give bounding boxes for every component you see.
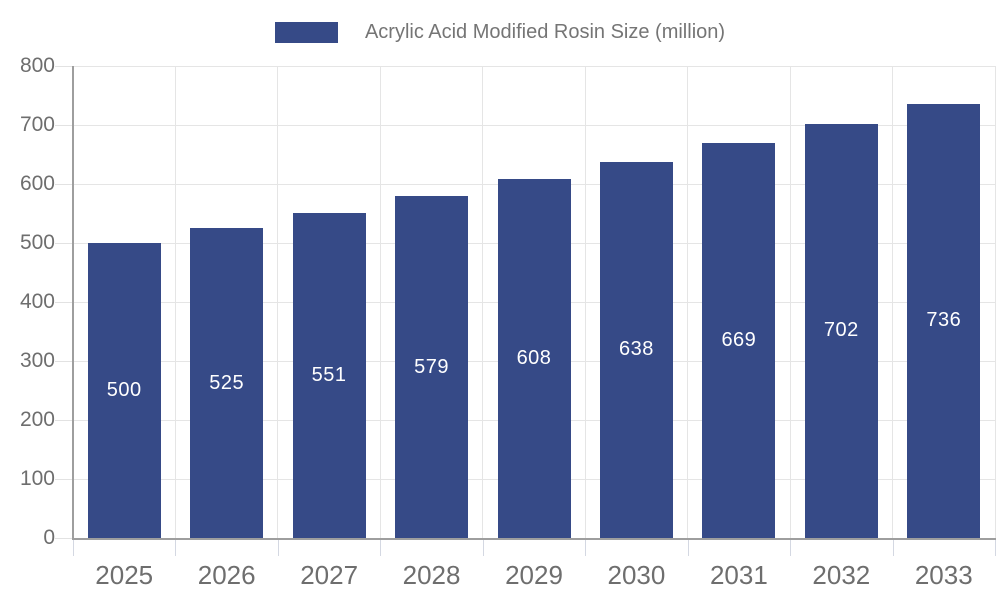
x-axis-line	[72, 538, 996, 540]
x-tick-label: 2025	[95, 560, 154, 590]
bar-2030[interactable]: 638	[599, 161, 673, 538]
gridline-horizontal	[73, 124, 995, 126]
x-axis-tick	[892, 539, 894, 556]
bar-2027[interactable]: 551	[292, 212, 366, 538]
x-axis-tick	[380, 539, 382, 556]
x-axis-tick	[585, 539, 587, 556]
bar-value-label: 608	[516, 347, 552, 370]
legend-label: Acrylic Acid Modified Rosin Size (millio…	[364, 20, 726, 43]
x-axis-tick	[687, 539, 689, 556]
x-tick-label: 2026	[197, 560, 256, 590]
gridline-vertical	[789, 66, 791, 538]
bar-2028[interactable]: 579	[395, 196, 469, 538]
gridline-vertical	[379, 66, 381, 538]
bar-2033[interactable]: 736	[907, 103, 981, 538]
y-tick-label: 800	[19, 54, 55, 77]
x-tick-label: 2028	[402, 560, 461, 590]
x-axis-tick	[995, 539, 996, 556]
gridline-vertical	[277, 66, 279, 538]
y-axis-tick	[55, 243, 73, 244]
y-tick-label: 400	[19, 290, 55, 313]
y-axis-tick	[55, 302, 73, 303]
y-axis-tick	[55, 184, 73, 185]
legend-swatch	[274, 21, 338, 43]
x-tick-label: 2033	[914, 560, 973, 590]
y-axis-line	[72, 66, 74, 538]
gridline-horizontal	[73, 65, 995, 67]
y-axis-tick	[55, 420, 73, 421]
y-tick-label: 200	[19, 408, 55, 431]
bar-value-label: 500	[106, 379, 142, 401]
bar-value-label: 525	[209, 371, 245, 394]
y-axis-tick	[55, 125, 73, 126]
x-axis-tick	[277, 539, 279, 556]
bar-2025[interactable]: 500	[87, 243, 161, 538]
bar-value-label: 579	[414, 355, 449, 378]
y-axis-tick	[55, 66, 73, 67]
gridline-vertical	[174, 66, 176, 538]
y-tick-label: 600	[19, 172, 55, 195]
bar-2031[interactable]: 669	[702, 143, 776, 538]
x-tick-label: 2030	[607, 560, 666, 590]
x-axis-tick	[482, 539, 484, 556]
bar-value-label: 669	[721, 329, 757, 352]
y-axis-tick	[55, 479, 73, 480]
y-tick-label: 100	[19, 467, 55, 490]
bar-value-label: 551	[311, 363, 347, 386]
y-tick-label: 500	[19, 231, 55, 254]
y-tick-label: 300	[19, 349, 55, 372]
x-tick-label: 2031	[709, 560, 768, 590]
y-tick-label: 0	[43, 526, 55, 549]
gridline-vertical	[892, 66, 894, 538]
gridline-vertical	[482, 66, 484, 538]
gridline-vertical	[687, 66, 689, 538]
y-tick-label: 700	[19, 113, 55, 136]
bar-value-label: 702	[823, 319, 859, 342]
x-axis-tick	[175, 539, 177, 556]
plot-area: 500 525 551 579 608 638 669 702 736	[73, 65, 996, 538]
y-axis-tick	[55, 361, 73, 362]
gridline-vertical	[584, 66, 586, 538]
x-tick-label: 2032	[812, 560, 871, 590]
bar-value-label: 736	[926, 309, 962, 332]
bar-2029[interactable]: 608	[497, 179, 571, 538]
y-axis-tick	[55, 538, 73, 539]
x-axis-tick	[73, 539, 74, 556]
bar-value-label: 638	[619, 338, 654, 361]
bar-2032[interactable]: 702	[804, 123, 878, 538]
gridline-vertical	[994, 66, 996, 538]
bar-2026[interactable]: 525	[190, 228, 264, 538]
x-tick-label: 2029	[505, 560, 563, 590]
chart-legend[interactable]: Acrylic Acid Modified Rosin Size (millio…	[0, 19, 1000, 45]
x-tick-label: 2027	[300, 560, 359, 590]
x-axis-tick	[790, 539, 792, 556]
